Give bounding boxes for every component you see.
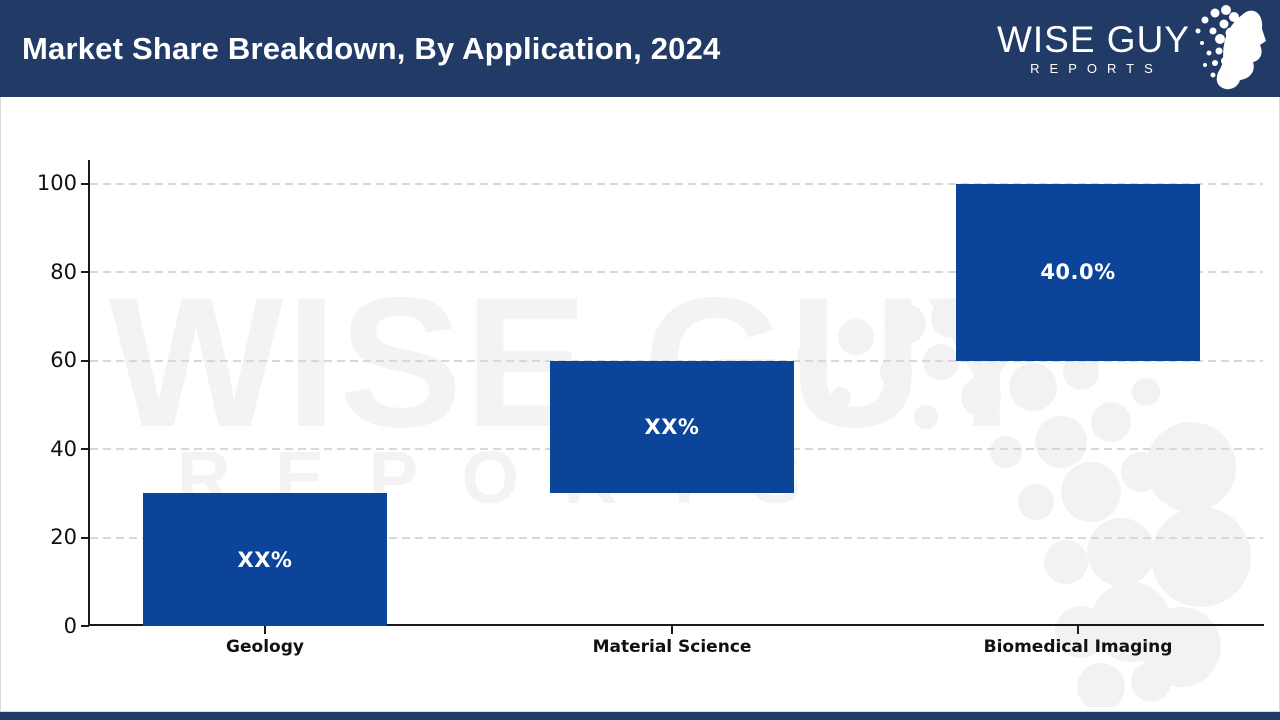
wise-guy-logo: WISE GUY REPORTS [997,3,1266,95]
y-tick-label: 100 [36,171,77,195]
bar-value-label: XX% [237,547,293,572]
logo-face-icon [1195,4,1266,89]
y-tick-label: 60 [50,348,77,372]
y-tick-mark [81,271,89,273]
x-tick-mark [671,626,673,634]
y-tick-mark [81,182,89,185]
x-tick-label: Geology [226,637,304,657]
x-tick-label: Material Science [592,637,752,657]
page-title: Market Share Breakdown, By Application, … [22,30,721,66]
y-tick-mark [81,359,89,362]
logo-subtitle: REPORTS [1030,61,1163,76]
y-tick-label: 40 [50,436,77,461]
gridline-20 [90,536,1263,539]
header: Market Share Breakdown, By Application, … [0,0,1280,97]
bar-value-label: 40.0% [1040,260,1116,284]
y-tick-label: 0 [63,613,77,638]
x-tick-mark [1077,626,1079,634]
gridline-100 [90,182,1263,185]
y-tick-label: 80 [50,259,77,284]
bar-geology: XX% [143,493,387,626]
y-tick-mark [81,625,89,627]
y-tick-mark [81,536,89,539]
y-axis-line [88,160,90,626]
logo-name: WISE GUY [996,19,1190,60]
logo-text: WISE GUY REPORTS [997,21,1190,76]
y-tick-label: 20 [50,525,77,549]
bar-material-science: XX% [550,360,794,494]
footer-bar [0,712,1280,720]
gridline-80 [90,271,1263,273]
bar-value-label: XX% [644,414,700,439]
x-axis-line [88,624,1264,626]
x-tick-label: Biomedical Imaging [983,637,1173,657]
chart-area: WISE GUY R E P O R T S 0 20 40 60 80 100 XX% XX… [0,97,1280,712]
bar-biomedical-imaging: 40.0% [956,183,1200,361]
x-tick-mark [264,626,266,634]
y-tick-mark [81,448,89,450]
